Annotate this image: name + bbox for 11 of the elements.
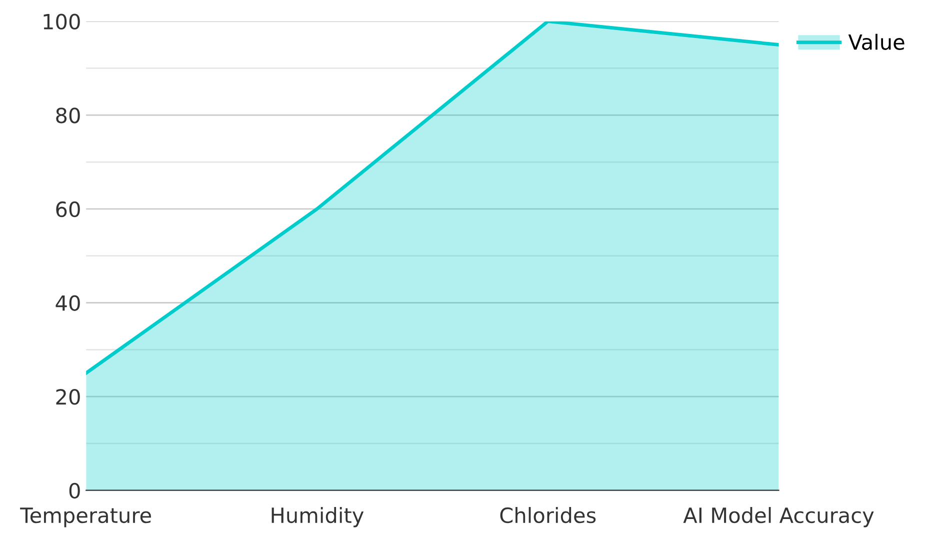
y-tick-label: 80 — [56, 108, 80, 124]
x-tick-label: Chlorides — [500, 507, 596, 524]
y-tick-label: 60 — [56, 201, 80, 218]
x-tick-label: AI Model Accuracy — [683, 507, 874, 528]
y-tick-label: 0 — [69, 482, 80, 499]
x-tick-label: Temperature — [20, 508, 151, 528]
y-tick-label: 20 — [56, 389, 80, 405]
y-tick-label: 40 — [56, 295, 80, 311]
x-tick-label: Humidity — [272, 507, 364, 528]
y-tick-label: 100 — [44, 14, 80, 30]
legend-label: Value — [848, 34, 904, 50]
